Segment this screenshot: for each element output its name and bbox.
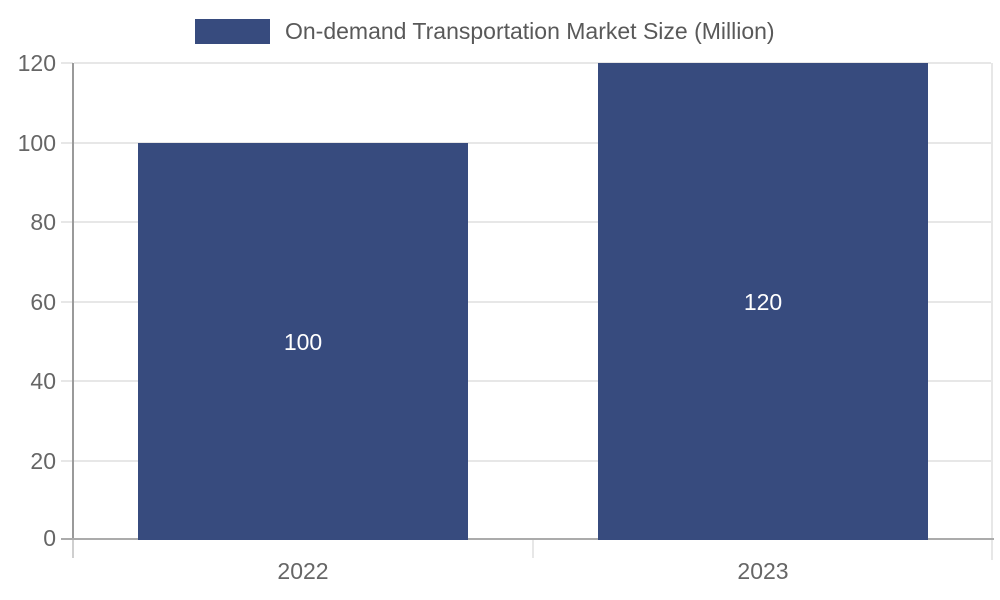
legend: On-demand Transportation Market Size (Mi… xyxy=(195,19,775,44)
y-tick-mark xyxy=(61,380,73,382)
y-tick-mark xyxy=(61,62,73,64)
y-tick-mark xyxy=(61,221,73,223)
gridline xyxy=(74,62,991,64)
gridline xyxy=(74,142,991,144)
y-axis-tick-label: 20 xyxy=(30,448,56,474)
bar-value-label: 120 xyxy=(743,289,783,315)
legend-swatch xyxy=(195,19,270,44)
y-tick-mark xyxy=(61,460,73,462)
x-axis-tick-label: 2023 xyxy=(737,558,789,584)
y-tick-mark xyxy=(61,142,73,144)
gridline xyxy=(74,380,991,382)
x-axis-line xyxy=(61,538,994,540)
y-axis-tick-label: 80 xyxy=(30,209,56,235)
y-axis-tick-label: 60 xyxy=(30,289,56,315)
y-axis-below-tick xyxy=(72,540,74,558)
legend-label: On-demand Transportation Market Size (Mi… xyxy=(285,18,775,44)
gridline xyxy=(74,301,991,303)
plot-right-border xyxy=(991,63,993,560)
gridline xyxy=(74,460,991,462)
x-mid-tick-mark xyxy=(532,540,534,558)
bar-2023 xyxy=(598,63,928,540)
y-tick-mark xyxy=(61,301,73,303)
y-axis-tick-label: 100 xyxy=(17,130,56,156)
y-axis-tick-label: 120 xyxy=(17,50,56,76)
y-axis-tick-label: 0 xyxy=(43,525,56,551)
gridline xyxy=(74,221,991,223)
x-axis-tick-label: 2022 xyxy=(277,558,329,584)
bar-value-label: 100 xyxy=(283,329,323,355)
y-axis-line xyxy=(72,63,74,540)
y-axis-tick-label: 40 xyxy=(30,368,56,394)
bar-2022 xyxy=(138,143,468,540)
